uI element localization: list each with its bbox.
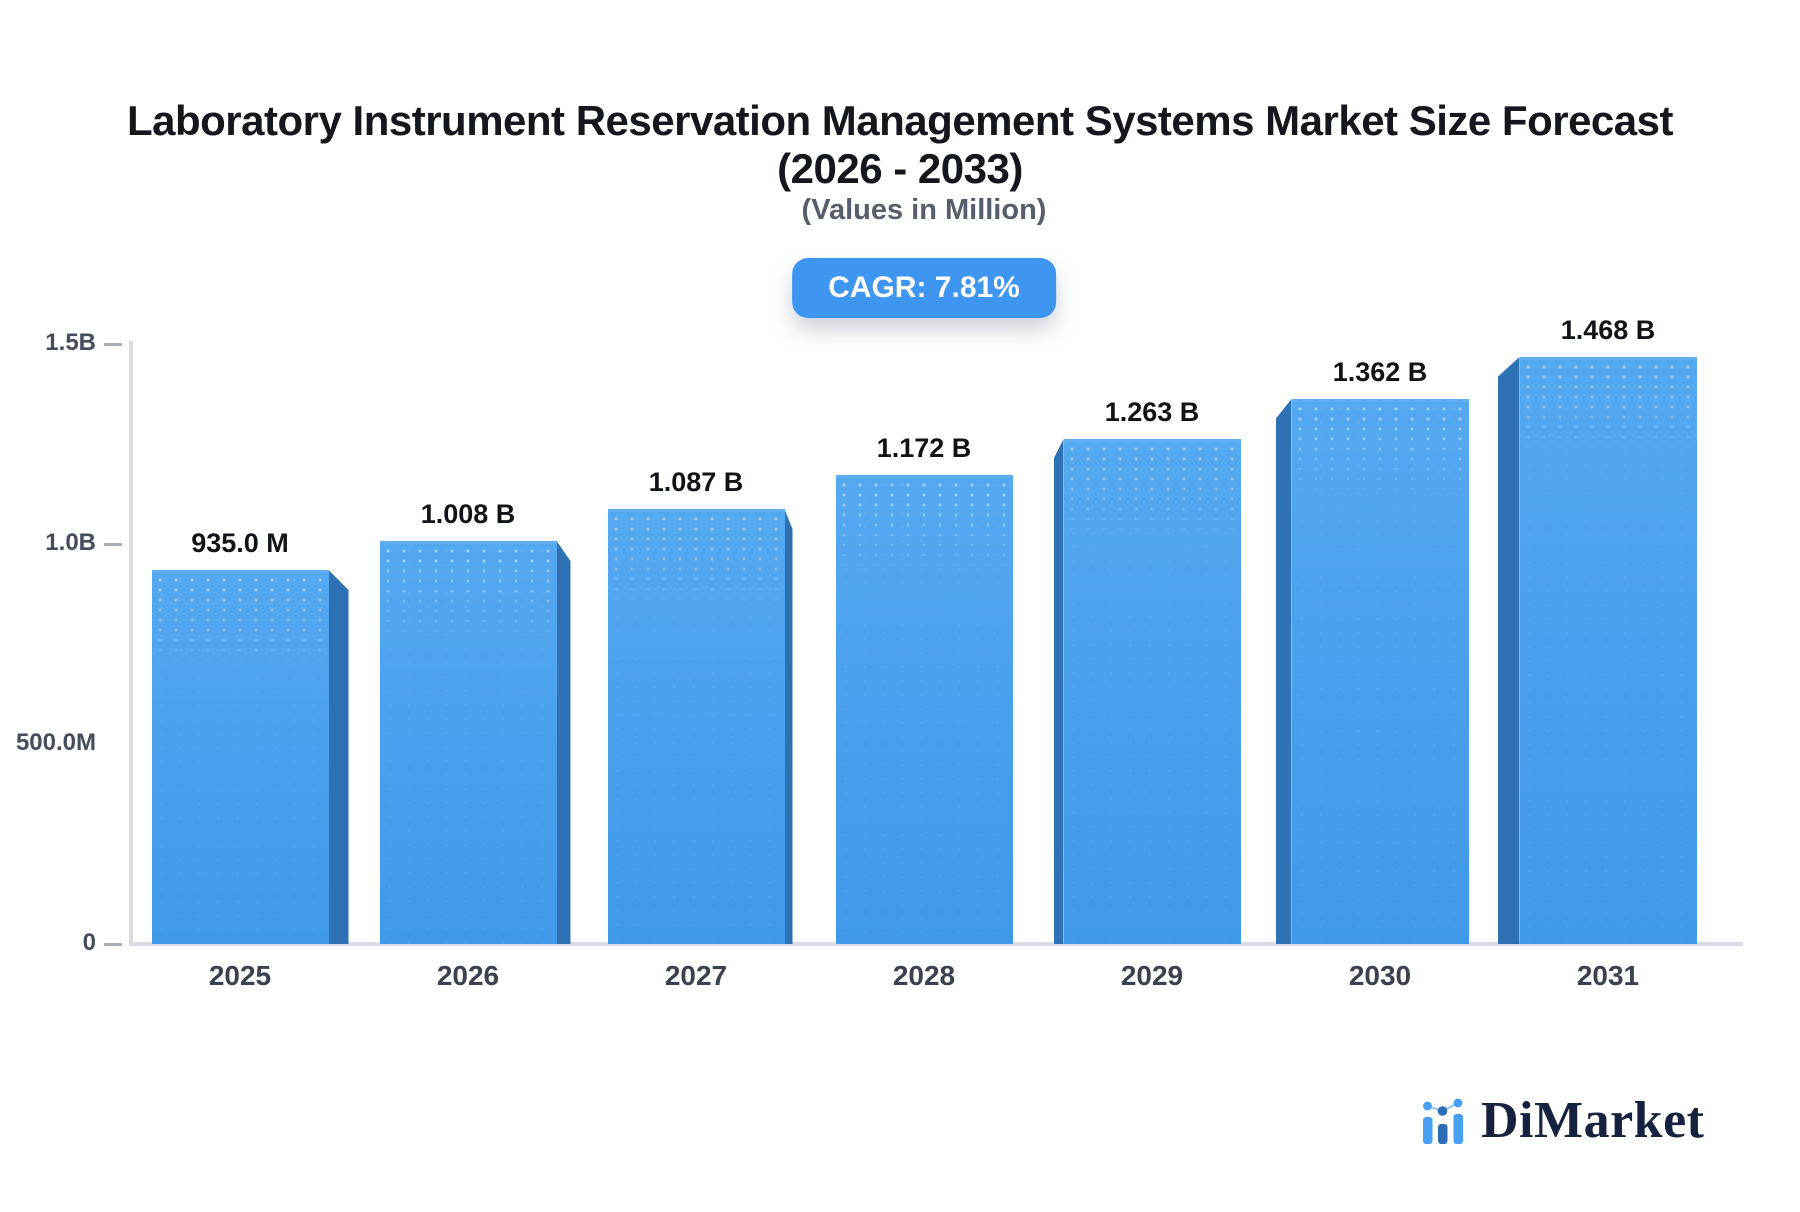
chart-subtitle: (Values in Million) [801, 194, 1047, 226]
bar-face [1063, 439, 1241, 944]
bar-value-label: 1.008 B [420, 499, 516, 529]
title-line-2: (2026 - 2033) [777, 145, 1023, 192]
title-line-1: Laboratory Instrument Reservation Manage… [126, 97, 1674, 144]
bar-value-label: 1.468 B [1560, 315, 1656, 345]
bar[interactable] [607, 509, 793, 944]
x-axis-label: 2026 [436, 960, 500, 991]
bar-face [607, 509, 785, 944]
bar-value-label: 935.0 M [191, 528, 289, 558]
bar[interactable] [1497, 357, 1697, 944]
bar-value-label: 1.362 B [1332, 357, 1428, 387]
x-axis-label: 2030 [1348, 960, 1412, 991]
brand-logo: DiMarket [1421, 1092, 1705, 1149]
cagr-badge: CAGR: 7.81% [792, 258, 1056, 318]
x-axis-line [129, 942, 1743, 946]
y-axis-tick-label: 500.0M [15, 729, 96, 756]
bar-face [379, 541, 557, 944]
x-axis-label: 2031 [1576, 960, 1640, 991]
y-axis-tick-dash [104, 543, 122, 546]
page-title: Laboratory Instrument Reservation Manage… [0, 97, 1800, 193]
bar-face [835, 475, 1013, 944]
bar-value-label: 1.263 B [1104, 397, 1200, 427]
bar-value-label: 1.172 B [876, 433, 972, 463]
y-axis-tick-dash [104, 943, 122, 946]
brand-logo-text: DiMarket [1481, 1092, 1705, 1149]
x-axis-label: 2029 [1120, 960, 1184, 991]
y-axis-line [129, 341, 133, 946]
x-axis-label: 2025 [208, 960, 272, 991]
y-axis-tick-label: 1.0B [45, 529, 96, 556]
bar[interactable] [1275, 399, 1469, 944]
bar[interactable] [835, 475, 1013, 944]
y-axis-tick-label: 0 [82, 929, 96, 956]
bar-3d-side [556, 541, 571, 944]
y-axis-tick-label: 1.5B [45, 329, 96, 356]
bar-face [1291, 399, 1469, 944]
bar-3d-side [1275, 399, 1292, 944]
x-axis-label: 2028 [892, 960, 956, 991]
bar-3d-side [1497, 357, 1520, 944]
bar-3d-side [1053, 439, 1064, 944]
bar[interactable] [379, 541, 571, 944]
mini-bar-chart-icon [1423, 1098, 1463, 1144]
bar[interactable] [1053, 439, 1241, 944]
x-axis-label: 2027 [664, 960, 728, 991]
bar[interactable] [151, 570, 349, 944]
bar-value-label: 1.087 B [648, 467, 744, 497]
bar-face [1519, 357, 1697, 944]
bar-3d-side [328, 570, 349, 944]
bar-3d-side [784, 509, 793, 944]
y-axis-tick-dash [104, 343, 122, 346]
bar-face [151, 570, 329, 944]
